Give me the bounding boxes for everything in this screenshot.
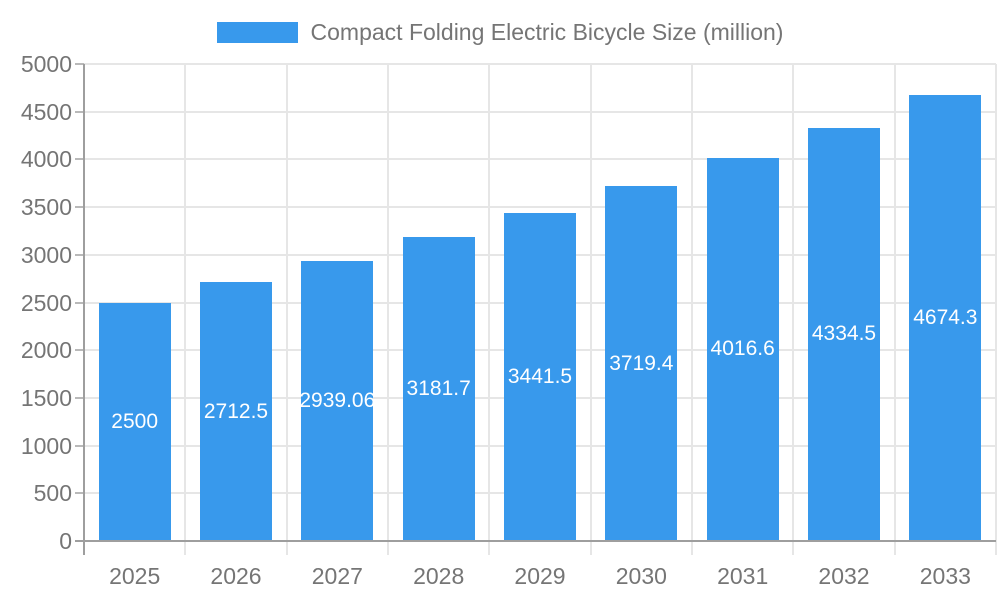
bar-value-label: 2712.5	[203, 399, 269, 423]
bar-value-label: 3719.4	[609, 351, 674, 375]
y-axis-tick-label: 3000	[20, 241, 72, 268]
legend[interactable]: Compact Folding Electric Bicycle Size (m…	[0, 19, 1000, 45]
x-axis-tick-label: 2026	[210, 563, 262, 589]
bar-value-label: 4674.3	[913, 306, 978, 330]
category-gridline	[285, 64, 288, 555]
bar-value-label: 3181.7	[406, 377, 471, 401]
y-axis-tick-label: 0	[59, 528, 72, 554]
y-axis-tick	[75, 206, 84, 209]
y-axis-tick	[75, 444, 84, 447]
y-gridline	[84, 158, 996, 161]
y-axis-tick-label: 5000	[20, 51, 72, 77]
bar-value-label: 4334.5	[811, 322, 877, 346]
category-gridline	[387, 64, 389, 555]
bar-2033[interactable]: 4674.3	[909, 95, 982, 541]
x-axis-tick-label: 2032	[818, 563, 870, 589]
bar-2028[interactable]: 3181.7	[402, 237, 475, 541]
x-axis-tick-label: 2027	[311, 563, 363, 589]
bar-2032[interactable]: 4334.5	[808, 127, 880, 541]
x-axis-tick-label: 2030	[615, 563, 667, 589]
y-axis-tick	[75, 492, 84, 495]
y-axis-tick	[75, 396, 84, 399]
y-axis-tick-label: 2500	[20, 289, 72, 316]
y-axis-tick-label: 500	[33, 480, 72, 507]
legend-label: Compact Folding Electric Bicycle Size (m…	[310, 19, 784, 45]
bar-value-label: 3441.5	[507, 364, 573, 388]
y-axis-tick	[75, 158, 84, 161]
category-gridline	[792, 64, 795, 555]
y-axis-tick-label: 1000	[20, 432, 72, 459]
x-axis-line	[84, 540, 996, 542]
y-gridline	[84, 63, 996, 65]
y-axis-tick	[75, 349, 84, 352]
y-axis-tick-label: 2000	[20, 337, 72, 364]
x-axis-tick-label: 2029	[514, 563, 566, 589]
bar-value-label: 2500	[111, 409, 159, 433]
y-axis-tick	[75, 63, 84, 65]
bar-2031[interactable]: 4016.6	[706, 157, 779, 541]
bar-2027[interactable]: 2939.06	[301, 260, 374, 541]
bar-2025[interactable]: 2500	[98, 302, 171, 541]
y-gridline	[84, 206, 996, 209]
y-axis-tick	[75, 253, 84, 256]
category-gridline	[589, 64, 592, 555]
bar-2030[interactable]: 3719.4	[605, 186, 678, 541]
y-axis-line	[83, 64, 85, 555]
y-axis-tick	[75, 301, 84, 304]
category-gridline	[691, 64, 693, 555]
x-axis-tick-label: 2025	[109, 563, 161, 589]
y-axis-tick-label: 1500	[20, 384, 72, 411]
x-axis-tick-label: 2033	[919, 563, 971, 589]
bar-value-label: 2939.06	[301, 388, 374, 412]
y-gridline	[84, 110, 996, 113]
y-axis-tick	[75, 110, 84, 113]
category-gridline	[184, 64, 187, 555]
category-gridline	[893, 64, 896, 555]
x-axis-tick-label: 2028	[413, 563, 465, 589]
category-gridline	[488, 64, 491, 555]
bar-value-label: 4016.6	[710, 337, 775, 361]
bar-2026[interactable]: 2712.5	[200, 282, 272, 541]
plot-area: 2500 2025 2712.5 2026 2939.06 2027 3181.7 2028 3…	[83, 63, 997, 589]
y-axis-tick-label: 4000	[20, 146, 72, 173]
x-axis-tick-label: 2031	[717, 563, 769, 589]
y-axis-tick-label: 3500	[20, 194, 72, 221]
legend-swatch-icon	[216, 21, 298, 43]
y-axis-tick-label: 4500	[20, 98, 72, 125]
category-gridline	[995, 64, 997, 555]
y-axis-tick	[75, 540, 84, 542]
bar-2029[interactable]: 3441.5	[504, 212, 576, 541]
